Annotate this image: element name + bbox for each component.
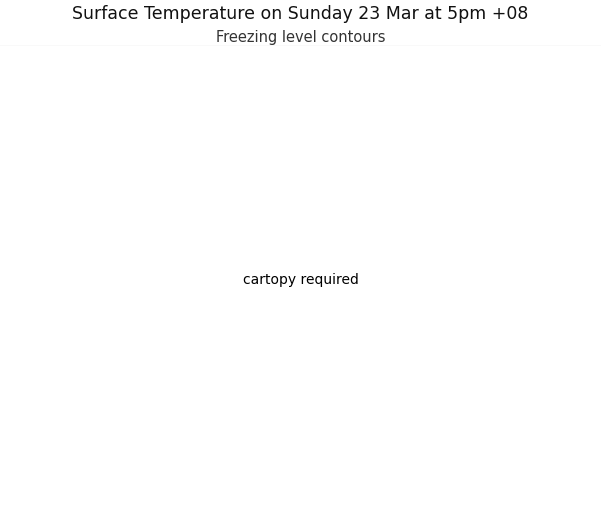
- Text: Surface Temperature on Sunday 23 Mar at 5pm +08: Surface Temperature on Sunday 23 Mar at …: [72, 5, 529, 23]
- Text: Freezing level contours: Freezing level contours: [216, 30, 385, 45]
- Text: cartopy required: cartopy required: [243, 273, 358, 287]
